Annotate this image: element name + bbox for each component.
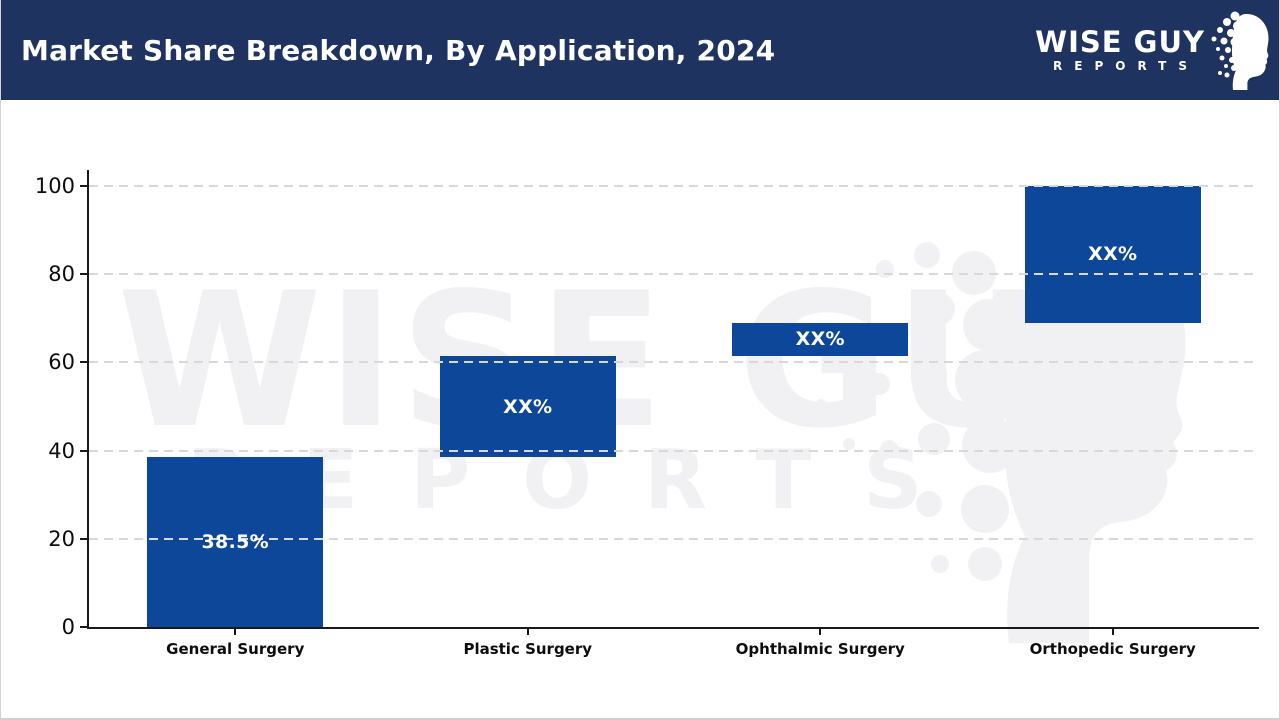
y-tick-label: 0 (61, 615, 75, 639)
y-tick-label: 20 (48, 526, 75, 551)
y-tick-mark (80, 185, 87, 187)
y-tick-mark (80, 361, 87, 364)
bar-general-surgery (147, 457, 324, 627)
y-tick-label: 80 (48, 262, 75, 287)
bar-value-label-ophthalmic-surgery: XX% (795, 328, 845, 351)
x-label-orthopedic-surgery: Orthopedic Surgery (1029, 640, 1196, 658)
x-tick-mark (234, 629, 237, 635)
bar-plastic-surgery (439, 355, 616, 458)
brand-logo: WISE GUY REPORTS (1035, 27, 1205, 74)
bar-value-label-general-surgery: 38.5% (201, 531, 269, 554)
y-axis (87, 170, 89, 629)
gridline-60 (89, 361, 1259, 364)
x-axis (87, 627, 1259, 629)
header: Market Share Breakdown, By Application, … (1, 0, 1279, 100)
gridline-80 (89, 273, 1259, 276)
gridline-40 (89, 449, 1259, 452)
y-tick-mark (80, 626, 87, 628)
brand-name: WISE GUY (1035, 25, 1205, 59)
bar-value-label-plastic-surgery: XX% (503, 395, 553, 418)
y-tick-mark (80, 537, 87, 540)
x-label-ophthalmic-surgery: Ophthalmic Surgery (735, 640, 905, 658)
head-profile-dots-watermark-icon (816, 242, 1186, 643)
y-tick-mark (80, 449, 87, 452)
y-tick-label: 60 (48, 350, 75, 375)
bar-value-label-orthopedic-surgery: XX% (1088, 243, 1138, 266)
page-title: Market Share Breakdown, By Application, … (21, 33, 776, 67)
x-tick-mark (526, 629, 529, 635)
x-label-general-surgery: General Surgery (166, 640, 305, 658)
x-tick-mark (819, 629, 822, 635)
y-tick-label: 40 (48, 438, 75, 463)
gridline-20 (89, 537, 1259, 540)
gridline-100 (89, 185, 1259, 187)
y-tick-label: 100 (34, 174, 75, 198)
x-tick-mark (1111, 629, 1114, 635)
bar-ophthalmic-surgery (732, 322, 909, 356)
y-tick-mark (80, 273, 87, 276)
x-label-plastic-surgery: Plastic Surgery (463, 640, 593, 658)
head-profile-dots-icon (1211, 11, 1269, 90)
bar-orthopedic-surgery (1024, 186, 1201, 323)
brand-subtitle: REPORTS (1053, 59, 1200, 73)
